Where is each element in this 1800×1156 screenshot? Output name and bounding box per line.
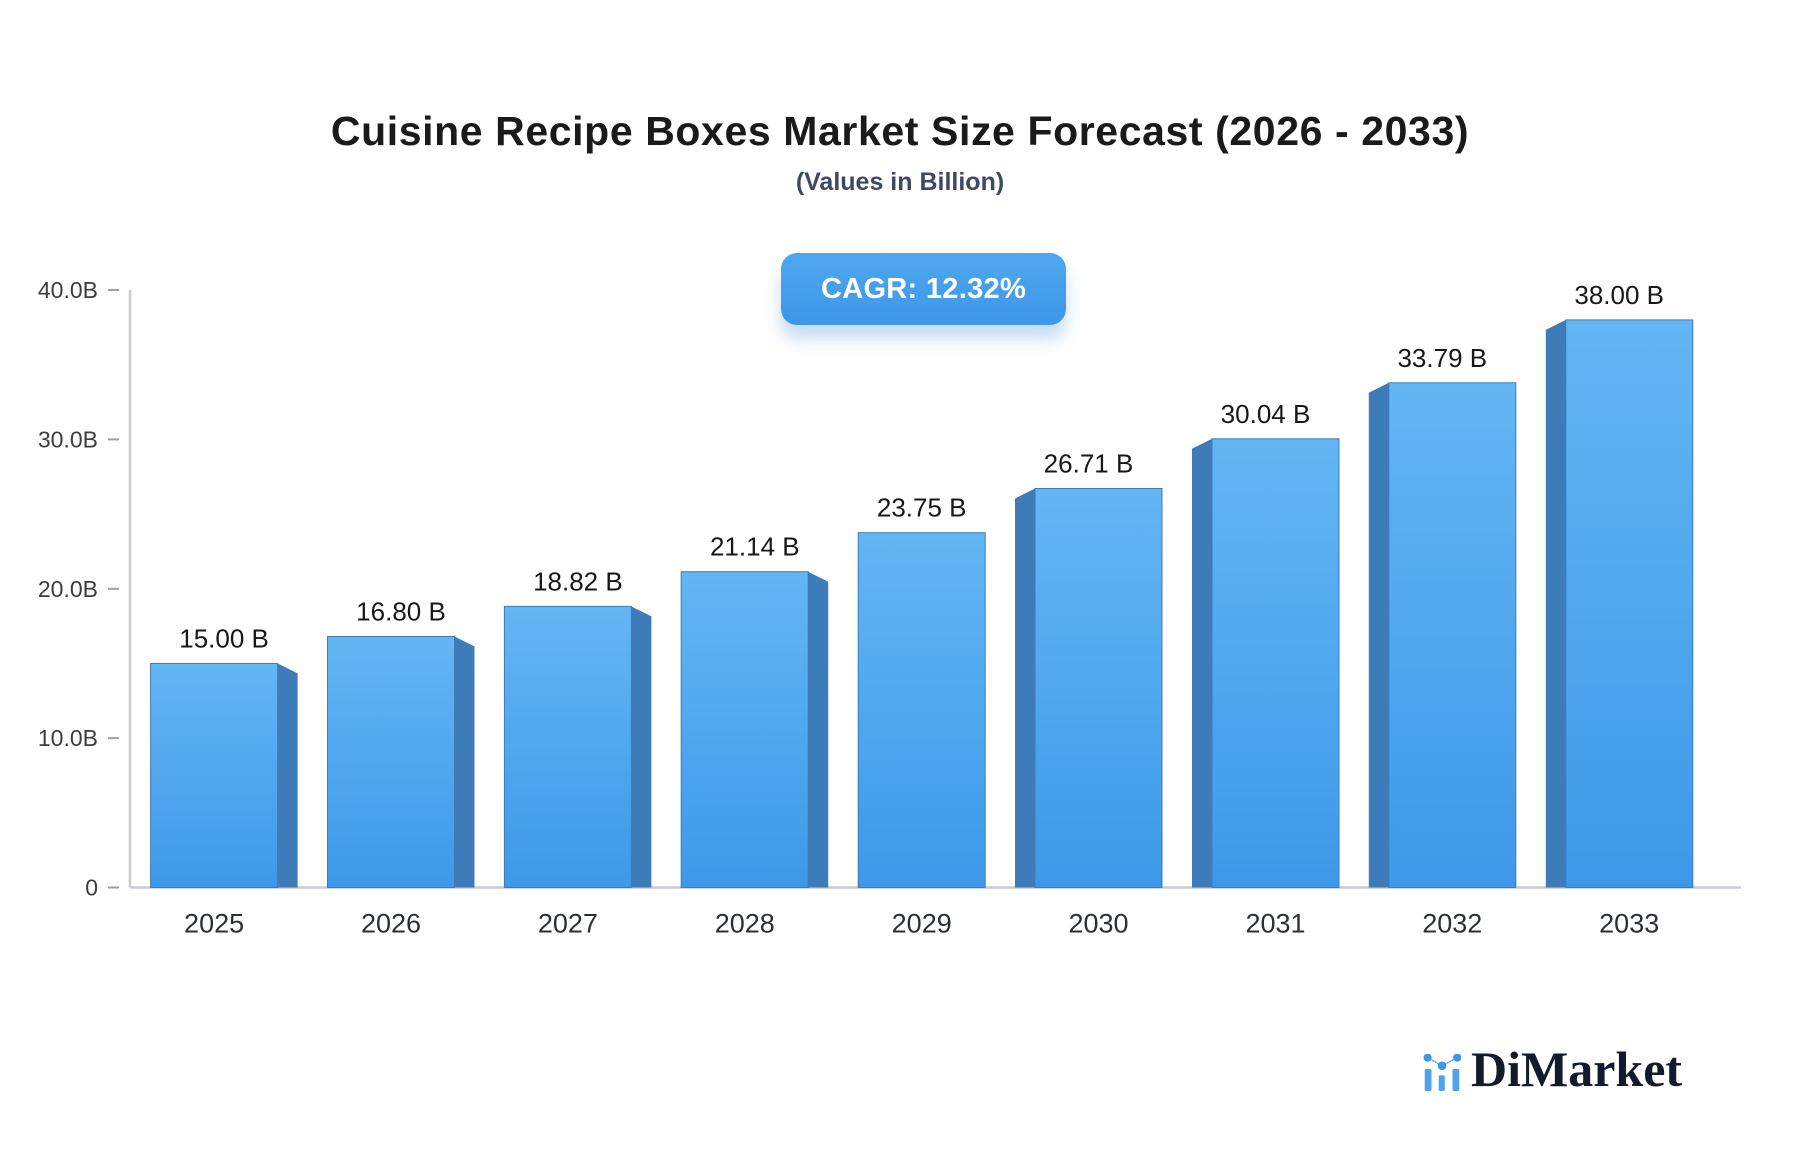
svg-text:2025: 2025 [184,909,244,939]
svg-text:26.71 B: 26.71 B [1044,449,1134,479]
svg-text:10.0B: 10.0B [38,725,98,751]
svg-text:2027: 2027 [538,909,598,939]
svg-text:18.82 B: 18.82 B [533,566,623,596]
svg-text:40.0B: 40.0B [38,277,98,303]
svg-text:2033: 2033 [1599,909,1659,939]
svg-text:2029: 2029 [892,909,952,939]
svg-text:33.79 B: 33.79 B [1397,343,1487,373]
svg-text:0: 0 [85,875,98,901]
svg-text:2032: 2032 [1422,909,1482,939]
svg-text:20.0B: 20.0B [38,576,98,602]
svg-text:30.0B: 30.0B [38,426,98,452]
svg-text:23.75 B: 23.75 B [877,493,967,523]
svg-text:16.80 B: 16.80 B [356,597,446,627]
svg-text:2026: 2026 [361,909,421,939]
svg-text:2028: 2028 [715,909,775,939]
svg-text:2031: 2031 [1245,909,1305,939]
svg-text:38.00 B: 38.00 B [1574,280,1664,310]
svg-text:30.04 B: 30.04 B [1221,399,1311,429]
svg-text:21.14 B: 21.14 B [710,532,800,562]
svg-text:15.00 B: 15.00 B [179,623,269,653]
svg-text:2030: 2030 [1068,909,1128,939]
